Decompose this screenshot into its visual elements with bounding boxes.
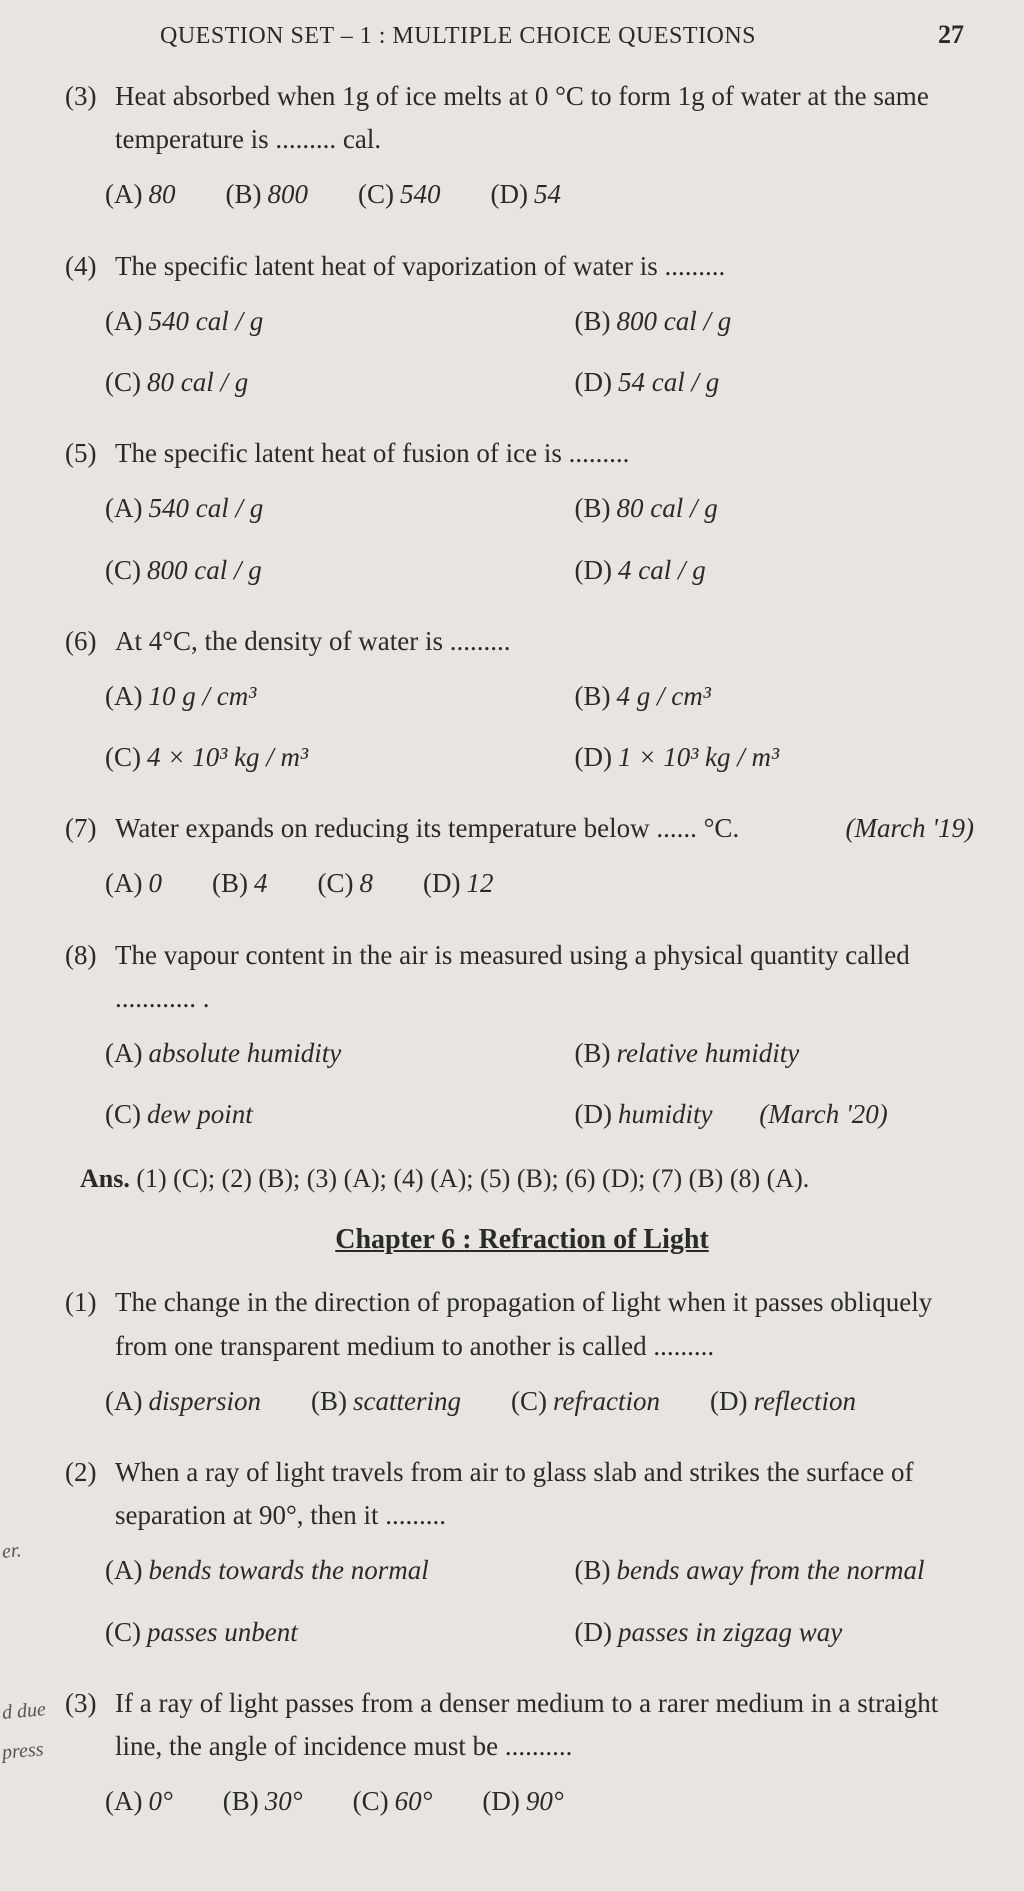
option-d: (D)90° — [482, 1780, 563, 1823]
option-b: (B)relative humidity — [575, 1032, 985, 1075]
question-number: (3) — [60, 75, 115, 118]
question-4: (4) The specific latent heat of vaporiza… — [60, 245, 984, 405]
margin-note-press: press — [1, 1738, 44, 1765]
option-d: (D)54 cal / g — [575, 361, 985, 404]
option-c: (C)4 × 10³ kg / m³ — [105, 736, 515, 779]
question-number: (5) — [60, 432, 115, 475]
question-number: (2) — [60, 1451, 115, 1494]
option-d: (D)12 — [423, 862, 493, 905]
options-row: (A)0 (B)4 (C)8 (D)12 — [60, 862, 984, 905]
option-d: (D)humidity (March '20) — [575, 1093, 985, 1136]
question-body: The specific latent heat of fusion of ic… — [115, 432, 984, 475]
question-body: Water expands on reducing its temperatur… — [115, 807, 984, 850]
answers-label: Ans. — [80, 1164, 130, 1193]
options-row: (A)80 (B)800 (C)540 (D)54 — [60, 173, 984, 216]
question-body: The specific latent heat of vaporization… — [115, 245, 984, 288]
option-a: (A)0 — [105, 862, 162, 905]
option-c: (C)refraction — [511, 1380, 660, 1423]
question-number: (6) — [60, 620, 115, 663]
option-d: (D)reflection — [710, 1380, 856, 1423]
ch6-question-2: (2) When a ray of light travels from air… — [60, 1451, 984, 1654]
question-body: Heat absorbed when 1g of ice melts at 0 … — [115, 75, 984, 161]
question-body: At 4°C, the density of water is ........… — [115, 620, 984, 663]
option-d: (D)passes in zigzag way — [575, 1611, 985, 1654]
option-c: (C)800 cal / g — [105, 549, 515, 592]
options-row: (A)dispersion (B)scattering (C)refractio… — [60, 1380, 984, 1423]
option-b: (B)4 — [212, 862, 268, 905]
option-b: (B)bends away from the normal — [575, 1549, 985, 1592]
options-grid: (A)10 g / cm³ (B)4 g / cm³ (C)4 × 10³ kg… — [60, 675, 984, 779]
option-b: (B)scattering — [311, 1380, 461, 1423]
option-b: (B)800 cal / g — [575, 300, 985, 343]
options-grid: (A)bends towards the normal (B)bends awa… — [60, 1549, 984, 1653]
ch6-question-3: (3) If a ray of light passes from a dens… — [60, 1682, 984, 1824]
option-a: (A)540 cal / g — [105, 487, 515, 530]
option-a: (A)0° — [105, 1780, 173, 1823]
question-5: (5) The specific latent heat of fusion o… — [60, 432, 984, 592]
option-d: (D)4 cal / g — [575, 549, 985, 592]
option-b: (B)4 g / cm³ — [575, 675, 985, 718]
options-grid: (A)absolute humidity (B)relative humidit… — [60, 1032, 984, 1136]
chapter-6-heading: Chapter 6 : Refraction of Light — [60, 1224, 984, 1256]
ch6-question-1: (1) The change in the direction of propa… — [60, 1281, 984, 1423]
option-a: (A)540 cal / g — [105, 300, 515, 343]
question-number: (3) — [60, 1682, 115, 1725]
options-row: (A)0° (B)30° (C)60° (D)90° — [60, 1780, 984, 1823]
option-c: (C)80 cal / g — [105, 361, 515, 404]
option-b: (B)30° — [223, 1780, 303, 1823]
option-d: (D)1 × 10³ kg / m³ — [575, 736, 985, 779]
options-grid: (A)540 cal / g (B)800 cal / g (C)80 cal … — [60, 300, 984, 404]
option-a: (A)dispersion — [105, 1380, 261, 1423]
question-body: The vapour content in the air is measure… — [115, 934, 984, 1020]
question-8: (8) The vapour content in the air is mea… — [60, 934, 984, 1137]
option-a: (A)10 g / cm³ — [105, 675, 515, 718]
option-c: (C)60° — [353, 1780, 433, 1823]
options-grid: (A)540 cal / g (B)80 cal / g (C)800 cal … — [60, 487, 984, 591]
question-number: (8) — [60, 934, 115, 977]
header-title: QUESTION SET – 1 : MULTIPLE CHOICE QUEST… — [160, 23, 756, 50]
margin-note-er: er. — [1, 1539, 22, 1564]
question-3: (3) Heat absorbed when 1g of ice melts a… — [60, 75, 984, 217]
option-a: (A)bends towards the normal — [105, 1549, 515, 1592]
question-number: (7) — [60, 807, 115, 850]
page-header: QUESTION SET – 1 : MULTIPLE CHOICE QUEST… — [60, 20, 984, 50]
option-c: (C)passes unbent — [105, 1611, 515, 1654]
option-a: (A)80 — [105, 173, 175, 216]
exam-reference: (March '19) — [846, 807, 975, 850]
page-number: 27 — [938, 20, 964, 50]
question-number: (4) — [60, 245, 115, 288]
option-c: (C)540 — [358, 173, 441, 216]
option-d: (D)54 — [490, 173, 560, 216]
margin-note-due: d due — [1, 1698, 47, 1725]
exam-reference: (March '20) — [759, 1099, 888, 1129]
answers-line: Ans. (1) (C); (2) (B); (3) (A); (4) (A);… — [60, 1164, 984, 1194]
option-c: (C)dew point — [105, 1093, 515, 1136]
question-7: (7) Water expands on reducing its temper… — [60, 807, 984, 905]
question-body: When a ray of light travels from air to … — [115, 1451, 984, 1537]
question-body: The change in the direction of propagati… — [115, 1281, 984, 1367]
question-body: If a ray of light passes from a denser m… — [115, 1682, 984, 1768]
question-6: (6) At 4°C, the density of water is ....… — [60, 620, 984, 780]
option-b: (B)800 — [225, 173, 308, 216]
option-b: (B)80 cal / g — [575, 487, 985, 530]
option-c: (C)8 — [317, 862, 373, 905]
option-a: (A)absolute humidity — [105, 1032, 515, 1075]
answers-text: (1) (C); (2) (B); (3) (A); (4) (A); (5) … — [136, 1164, 809, 1193]
question-number: (1) — [60, 1281, 115, 1324]
